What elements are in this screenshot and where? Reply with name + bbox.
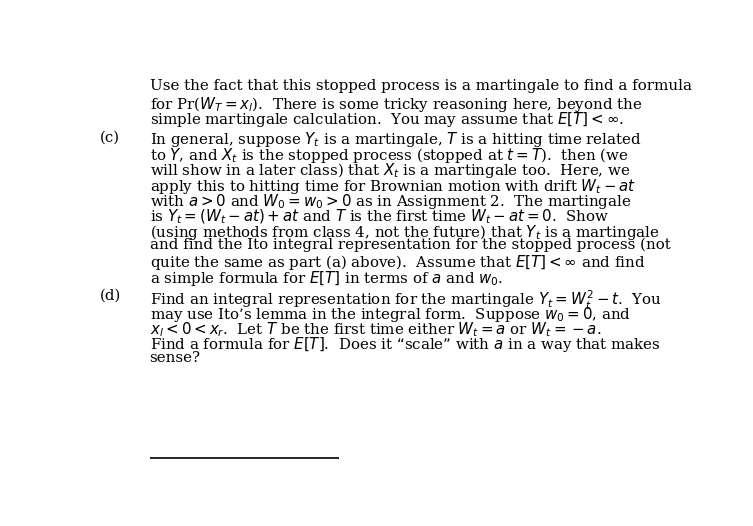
Text: (d): (d)	[100, 289, 121, 303]
Text: a simple formula for $E[T]$ in terms of $a$ and $w_0$.: a simple formula for $E[T]$ in terms of …	[150, 269, 503, 288]
Text: for Pr($W_T = x_l$).  There is some tricky reasoning here, beyond the: for Pr($W_T = x_l$). There is some trick…	[150, 95, 642, 114]
Text: simple martingale calculation.  You may assume that $E[T] < \infty$.: simple martingale calculation. You may a…	[150, 110, 623, 129]
Text: Find a formula for $E[T]$.  Does it “scale” with $a$ in a way that makes: Find a formula for $E[T]$. Does it “scal…	[150, 335, 660, 355]
Text: will show in a later class) that $X_t$ is a martingale too.  Here, we: will show in a later class) that $X_t$ i…	[150, 161, 630, 180]
Text: is $Y_t = (W_t - at) + at$ and $T$ is the first time $W_t - at = 0$.  Show: is $Y_t = (W_t - at) + at$ and $T$ is th…	[150, 207, 608, 226]
Text: and find the Ito integral representation for the stopped process (not: and find the Ito integral representation…	[150, 238, 670, 252]
Text: sense?: sense?	[150, 351, 200, 365]
Text: may use Ito’s lemma in the integral form.  Suppose $w_0 = 0$, and: may use Ito’s lemma in the integral form…	[150, 305, 631, 323]
Text: Find an integral representation for the martingale $Y_t = W_t^2 - t$.  You: Find an integral representation for the …	[150, 289, 662, 312]
Text: with $a > 0$ and $W_0 = w_0 > 0$ as in Assignment 2.  The martingale: with $a > 0$ and $W_0 = w_0 > 0$ as in A…	[150, 192, 631, 211]
Text: Use the fact that this stopped process is a martingale to find a formula: Use the fact that this stopped process i…	[150, 79, 691, 93]
Text: apply this to hitting time for Brownian motion with drift $W_t - at$: apply this to hitting time for Brownian …	[150, 177, 636, 196]
Text: (using methods from class 4, not the future) that $Y_t$ is a martingale: (using methods from class 4, not the fut…	[150, 222, 659, 242]
Text: (c): (c)	[100, 130, 120, 144]
Text: In general, suppose $Y_t$ is a martingale, $T$ is a hitting time related: In general, suppose $Y_t$ is a martingal…	[150, 130, 641, 149]
Text: quite the same as part (a) above).  Assume that $E[T] < \infty$ and find: quite the same as part (a) above). Assum…	[150, 254, 645, 272]
Text: $x_l < 0 < x_r$.  Let $T$ be the first time either $W_t = a$ or $W_t = -a$.: $x_l < 0 < x_r$. Let $T$ be the first ti…	[150, 320, 601, 339]
Text: to $Y$, and $X_t$ is the stopped process (stopped at $t = T$).  then (we: to $Y$, and $X_t$ is the stopped process…	[150, 146, 628, 165]
